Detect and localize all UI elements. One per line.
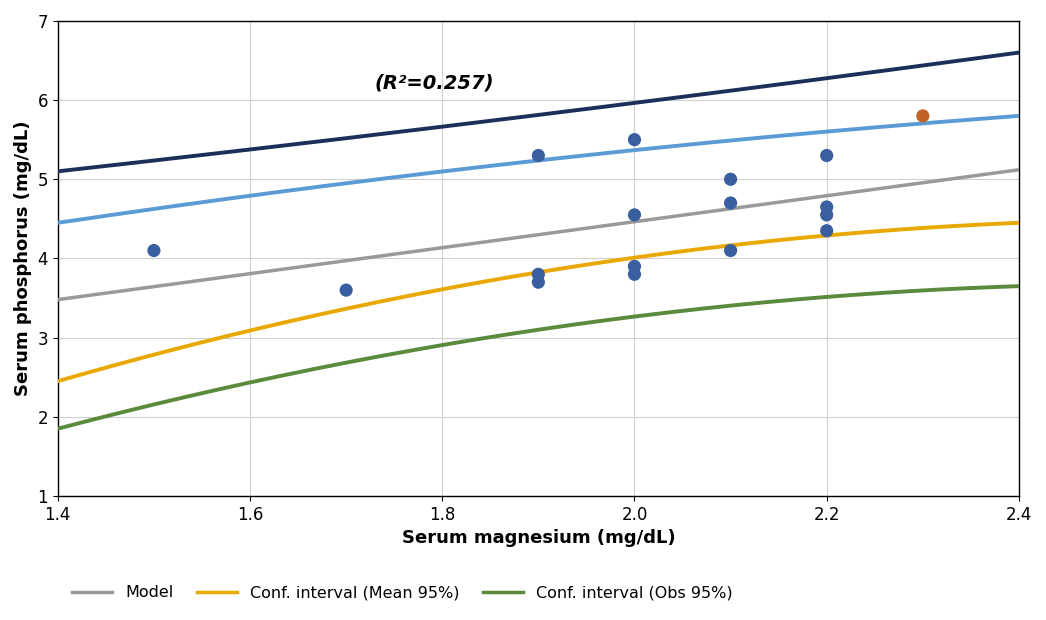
- Point: [627, 210, 643, 220]
- X-axis label: Serum magnesium (mg/dL): Serum magnesium (mg/dL): [402, 529, 675, 547]
- Point: [818, 151, 835, 161]
- Point: [818, 202, 835, 212]
- Y-axis label: Serum phosphorus (mg/dL): Serum phosphorus (mg/dL): [14, 121, 31, 396]
- Point: [627, 135, 643, 144]
- Point: [627, 262, 643, 272]
- Point: [530, 151, 547, 161]
- Point: [627, 269, 643, 279]
- Point: [818, 210, 835, 220]
- Point: [722, 246, 738, 255]
- Point: [145, 246, 162, 255]
- Point: [722, 198, 738, 208]
- Point: [530, 269, 547, 279]
- Legend: Model, Conf. interval (Mean 95%), Conf. interval (Obs 95%): Model, Conf. interval (Mean 95%), Conf. …: [66, 579, 738, 607]
- Point: [818, 226, 835, 236]
- Point: [722, 174, 738, 184]
- Point: [914, 111, 931, 121]
- Point: [530, 277, 547, 287]
- Point: [338, 285, 355, 295]
- Text: (R²=0.257): (R²=0.257): [374, 73, 495, 92]
